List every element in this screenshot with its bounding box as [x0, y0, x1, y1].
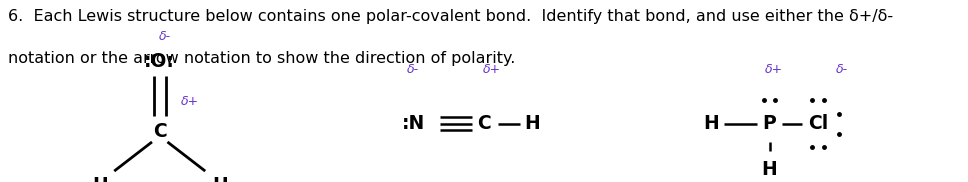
Text: :O:: :O: — [144, 52, 175, 71]
Text: :N: :N — [402, 114, 425, 133]
Text: Cl: Cl — [808, 114, 828, 133]
Text: H: H — [762, 160, 777, 179]
Text: 6.  Each Lewis structure below contains one polar-covalent bond.  Identify that : 6. Each Lewis structure below contains o… — [8, 9, 892, 24]
Text: H: H — [212, 176, 227, 182]
Text: H: H — [525, 114, 540, 133]
Text: C: C — [153, 122, 166, 141]
Text: δ+: δ+ — [181, 95, 199, 108]
Text: δ+: δ+ — [483, 63, 500, 76]
Text: δ-: δ- — [408, 63, 419, 76]
Text: H: H — [92, 176, 107, 182]
Text: C: C — [477, 114, 491, 133]
Text: δ+: δ+ — [766, 63, 783, 76]
Text: notation or the arrow notation to show the direction of polarity.: notation or the arrow notation to show t… — [8, 51, 515, 66]
Text: H: H — [704, 114, 719, 133]
Text: δ-: δ- — [836, 63, 848, 76]
Text: δ-: δ- — [159, 30, 170, 43]
Text: P: P — [763, 114, 776, 133]
